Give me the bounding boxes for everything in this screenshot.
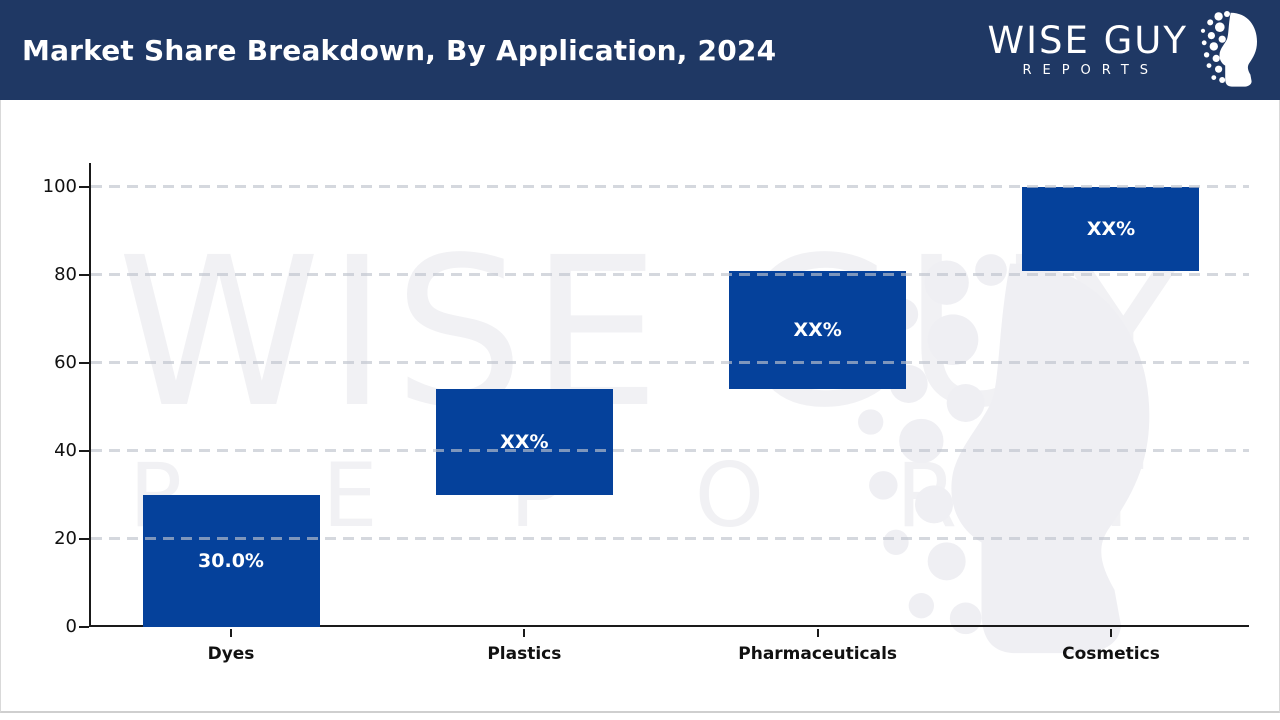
- y-tick-mark-100: [79, 185, 89, 188]
- y-tick-label-20: 20: [54, 527, 77, 549]
- chart-panel: WISE GUY R E P O R T S 0 20 40 60 80 100 30.0%…: [0, 100, 1280, 713]
- x-category-label-cosmetics: Cosmetics: [1062, 644, 1160, 664]
- x-tick-mark-pharmaceuticals: [816, 629, 819, 637]
- x-category-label-pharmaceuticals: Pharmaceuticals: [738, 644, 898, 664]
- bar-cosmetics: [1022, 186, 1200, 271]
- gridline-20: [91, 537, 1249, 541]
- gridline-80: [91, 273, 1249, 277]
- x-tick-mark-dyes: [230, 629, 232, 637]
- y-tick-label-100: 100: [42, 175, 77, 197]
- bar-value-label-pharmaceuticals: XX%: [793, 318, 842, 341]
- bar-value-label-cosmetics: XX%: [1086, 217, 1136, 240]
- plot-area: 0 20 40 60 80 100 30.0% Dyes XX% Plastics XX% Pharm…: [43, 163, 1249, 664]
- y-tick-label-60: 60: [54, 351, 77, 373]
- header: Market Share Breakdown, By Application, …: [0, 0, 1280, 100]
- y-tick-label-40: 40: [54, 439, 77, 461]
- bar-dyes: [142, 494, 320, 627]
- y-tick-label-80: 80: [54, 263, 77, 285]
- y-tick-mark-40: [79, 449, 89, 452]
- bar-plastics: [435, 389, 613, 495]
- y-tick-mark-20: [79, 537, 89, 540]
- x-category-label-dyes: Dyes: [207, 644, 255, 664]
- gridline-60: [91, 361, 1249, 365]
- y-tick-mark-80: [79, 273, 89, 276]
- gridline-100: [91, 185, 1249, 189]
- bar-pharmaceuticals: [729, 270, 907, 390]
- y-tick-mark-0: [79, 626, 89, 628]
- x-tick-mark-plastics: [523, 629, 526, 637]
- y-tick-mark-60: [79, 361, 89, 364]
- bar-value-label-plastics: XX%: [500, 431, 549, 454]
- gridline-40: [91, 449, 1249, 453]
- y-tick-label-0: 0: [65, 616, 77, 637]
- page-title: Market Share Breakdown, By Application, …: [22, 33, 777, 67]
- logo-wiseguy-text: WISE GUY: [987, 19, 1188, 62]
- logo-text: WISE GUY REPORTS: [988, 22, 1188, 78]
- x-category-label-plastics: Plastics: [487, 644, 562, 664]
- bar-value-label-dyes: 30.0%: [198, 549, 264, 572]
- wiseguy-logo: WISE GUY REPORTS: [988, 8, 1264, 92]
- logo-head-icon: [1200, 11, 1257, 87]
- x-tick-mark-cosmetics: [1109, 629, 1112, 637]
- logo-reports-text: REPORTS: [1022, 63, 1160, 78]
